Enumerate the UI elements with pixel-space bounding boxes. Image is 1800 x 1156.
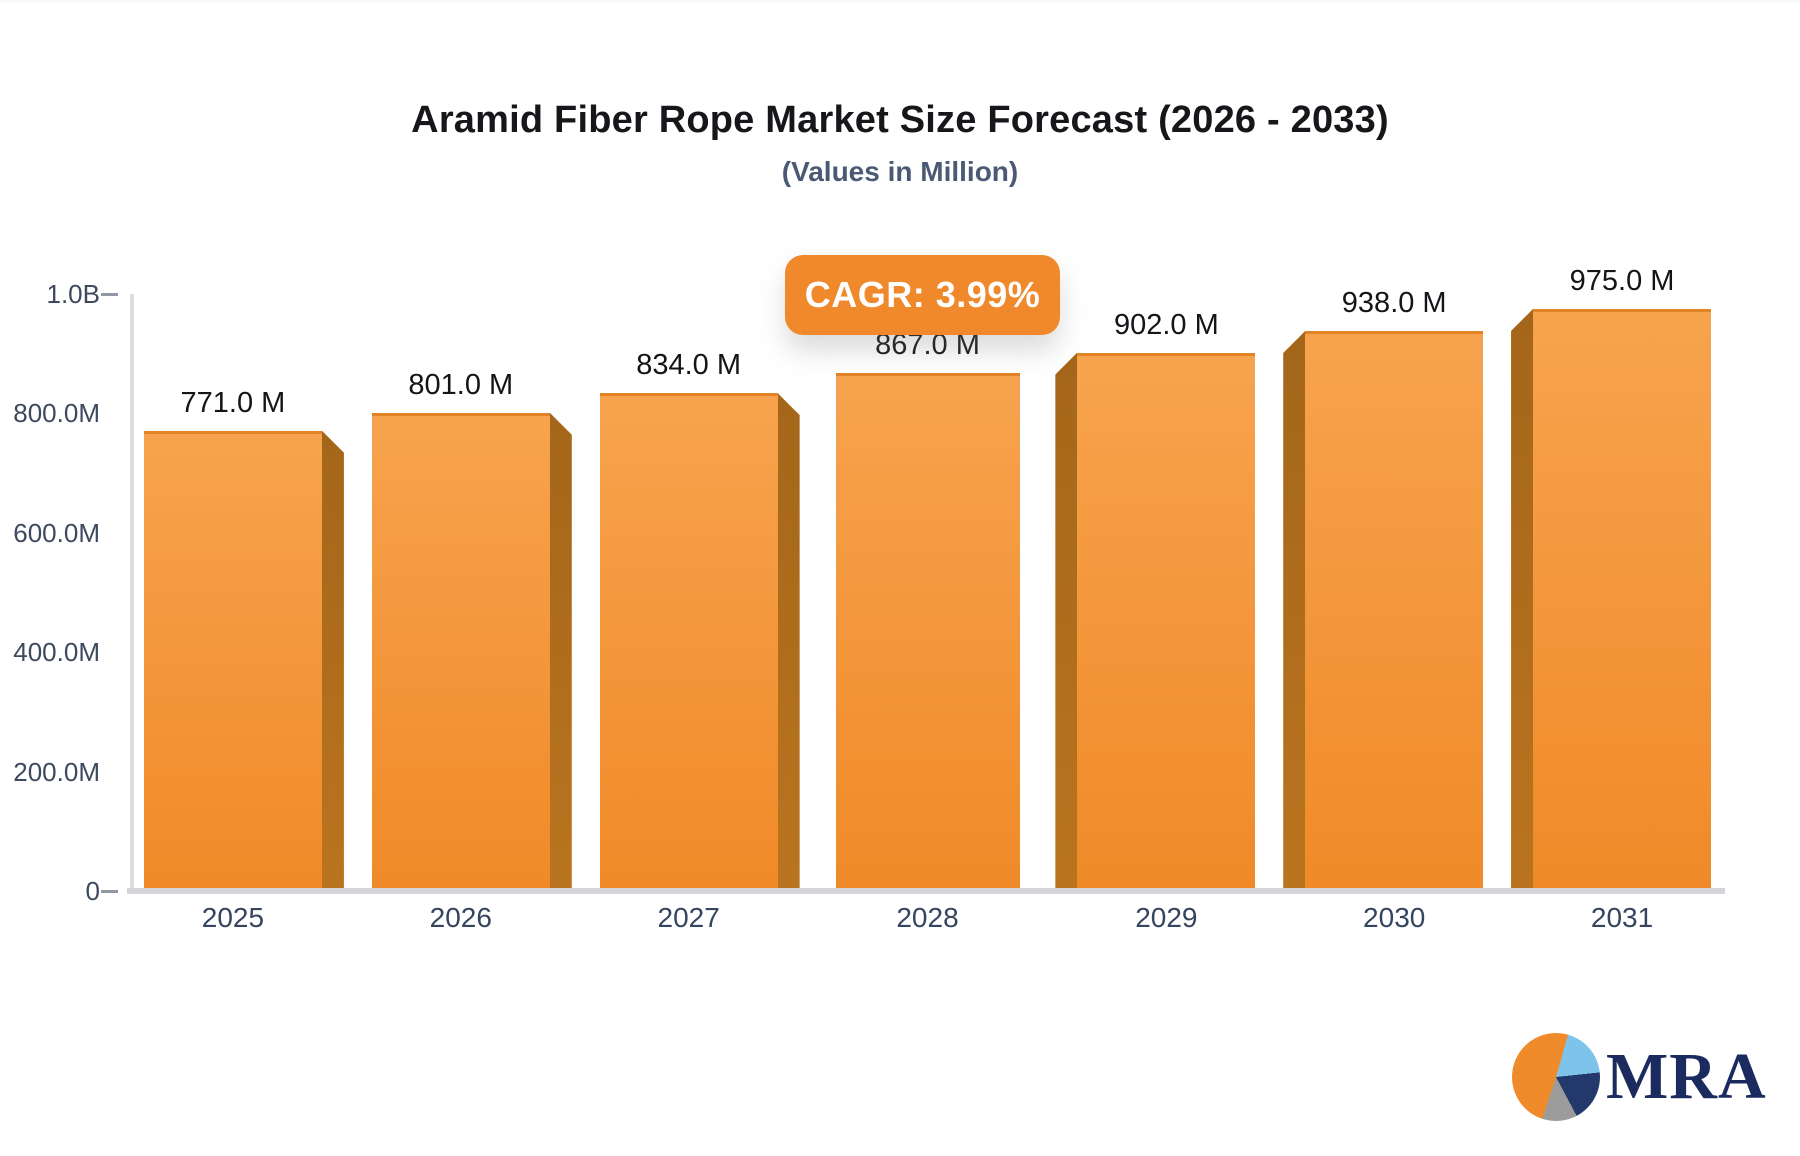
x-axis-category-label: 2029 [1135,902,1198,933]
y-axis-line [130,294,134,894]
bar-2026 [371,412,550,891]
bar-value-label: 834.0 M [636,349,742,382]
bar-value-label: 902.0 M [1113,308,1219,341]
bar-2028 [835,373,1020,891]
chart-title: Aramid Fiber Rope Market Size Forecast (… [411,99,1389,141]
logo-text: MRA [1606,1040,1767,1113]
bar-value-label: 771.0 M [180,386,286,419]
y-axis-tick-label: 600.0M [13,517,100,548]
bar-side-face [549,412,572,891]
x-axis-category-label: 2026 [429,902,492,933]
bar-2030 [1305,331,1484,891]
bar-side-face [1283,331,1306,891]
y-axis-tick-label: 400.0M [13,637,100,668]
y-axis-tick-label: 800.0M [13,398,100,429]
bar-side-face [1055,352,1078,891]
bar-value-label: 801.0 M [408,368,514,401]
bar-2025 [143,430,322,891]
x-axis-category-label: 2031 [1590,902,1654,933]
y-axis-tick-label: 200.0M [13,756,100,787]
x-axis-category-label: 2027 [657,902,720,933]
cagr-badge-label: CAGR: 3.99% [804,274,1041,315]
y-axis-tick-mark [101,292,118,296]
bar-side-face [777,393,800,891]
x-axis-category-label: 2028 [896,902,959,933]
x-axis-baseline [127,888,1725,894]
y-axis-tick-label: 1.0B [46,279,101,309]
chart-subtitle: (Values in Million) [781,156,1019,187]
bar-side-face [321,430,344,891]
y-axis-tick-label: 0 [85,876,100,906]
bar-value-label: 938.0 M [1341,287,1447,319]
bar-value-label: 975.0 M [1569,264,1675,297]
chart-header: Aramid Fiber Rope Market Size Forecast (… [0,99,1800,188]
y-axis-tick-mark [101,889,118,893]
pie-chart-logo-icon [1512,1033,1600,1121]
brand-logo: MRA [1512,1031,1767,1123]
bar-side-face [1511,308,1534,891]
x-axis-category-label: 2030 [1363,902,1426,933]
bar-2027 [599,393,778,891]
plot-area: 1.0B 800.0M 600.0M 400.0M 200.0M 0 771.0 M 2025… [0,3,1800,1156]
x-axis-category-label: 2025 [201,902,265,933]
cagr-badge: CAGR: 3.99% [785,255,1060,335]
bar-2029 [1077,352,1256,891]
bar-2031 [1533,308,1712,891]
